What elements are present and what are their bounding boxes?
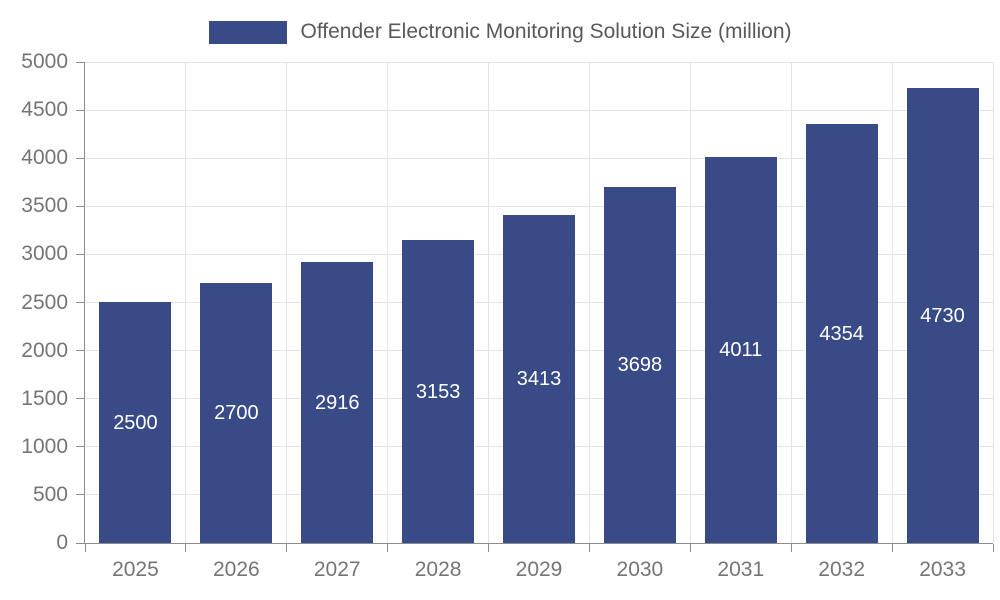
y-axis-tick	[76, 109, 84, 111]
x-gridline	[891, 62, 893, 543]
y-axis-line	[84, 62, 85, 543]
bar-value-label: 2500	[113, 411, 158, 434]
x-axis-tick-label: 2031	[717, 558, 765, 581]
x-gridline	[790, 62, 792, 543]
x-axis-tick-label: 2030	[616, 558, 664, 581]
bar-value-label: 2700	[214, 402, 259, 424]
bar[interactable]: 4730	[906, 88, 979, 543]
bar-value-label: 3153	[415, 380, 461, 403]
y-axis-tick	[76, 61, 84, 63]
x-gridline	[588, 62, 590, 543]
y-axis-tick-label: 4500	[21, 98, 68, 122]
x-axis-tick-label: 2032	[818, 558, 866, 581]
y-axis-tick-label: 5000	[21, 50, 68, 73]
x-gridline	[488, 62, 490, 543]
x-axis-tick-label: 2033	[919, 558, 966, 581]
x-gridline	[992, 62, 994, 543]
bar[interactable]: 2500	[99, 302, 172, 543]
plot-area: 0 500 1000 1500 2000 2500 3000 3500 4000 4500 5000…	[21, 50, 994, 581]
x-axis-tick-label: 2029	[515, 558, 563, 581]
x-axis-tick	[84, 544, 86, 552]
bar-value-label: 3413	[516, 368, 562, 390]
x-axis-tick	[689, 544, 691, 552]
x-gridline	[185, 62, 187, 543]
y-axis-tick-label: 1000	[21, 434, 68, 458]
legend-swatch	[208, 20, 287, 44]
y-axis-tick-label: 500	[32, 482, 68, 506]
y-axis-tick	[76, 494, 84, 496]
y-axis-tick	[76, 350, 84, 352]
x-axis-tick	[588, 544, 590, 552]
x-axis-tick	[992, 544, 994, 552]
bar[interactable]: 4354	[805, 124, 878, 543]
y-gridline	[85, 205, 993, 207]
y-axis-tick-label: 3500	[21, 194, 68, 218]
bar[interactable]: 4011	[704, 157, 777, 543]
y-axis-tick-label: 1500	[21, 386, 68, 410]
bar-value-label: 4354	[819, 322, 864, 345]
y-axis-tick-label: 0	[56, 531, 68, 554]
x-axis-tick-label: 2026	[212, 558, 260, 581]
x-axis-tick	[790, 544, 792, 552]
x-axis-tick	[185, 544, 187, 552]
y-axis-tick	[76, 205, 84, 207]
x-gridline	[689, 62, 691, 543]
x-axis-tick	[891, 544, 893, 552]
y-axis-tick-label: 2500	[21, 290, 68, 314]
bar-value-label: 4730	[920, 304, 965, 327]
y-axis-tick	[76, 302, 84, 303]
x-gridline	[286, 62, 288, 543]
y-axis-tick-label: 3000	[21, 242, 68, 266]
bar-value-label: 3698	[617, 354, 663, 376]
y-axis-tick-label: 2000	[21, 338, 68, 362]
y-gridline	[85, 109, 993, 111]
bar-value-label: 2916	[314, 391, 360, 414]
y-axis-tick	[76, 253, 84, 255]
y-axis-tick	[76, 542, 84, 544]
x-axis-line	[84, 543, 993, 544]
y-gridline	[85, 61, 993, 63]
bar[interactable]: 2700	[200, 283, 273, 543]
x-axis-tick	[286, 544, 288, 552]
x-axis-tick-label: 2028	[414, 558, 462, 581]
y-axis-tick	[76, 157, 84, 159]
legend[interactable]: Offender Electronic Monitoring Solution …	[0, 16, 1000, 48]
bar[interactable]: 2916	[301, 262, 374, 543]
x-gridline	[387, 62, 389, 543]
x-axis-tick	[387, 544, 389, 552]
x-axis-tick	[488, 544, 490, 552]
bar[interactable]: 3153	[402, 240, 475, 543]
x-axis-tick-label: 2027	[313, 558, 361, 581]
y-axis-tick-label: 4000	[21, 146, 68, 170]
y-axis-tick	[76, 398, 84, 400]
legend-label: Offender Electronic Monitoring Solution …	[300, 20, 792, 43]
y-gridline	[85, 157, 993, 159]
bar[interactable]: 3698	[603, 187, 676, 543]
x-axis-tick-label: 2025	[112, 558, 159, 581]
bar[interactable]: 3413	[503, 215, 575, 543]
bar-value-label: 4011	[719, 339, 763, 361]
y-axis-tick	[76, 446, 84, 448]
